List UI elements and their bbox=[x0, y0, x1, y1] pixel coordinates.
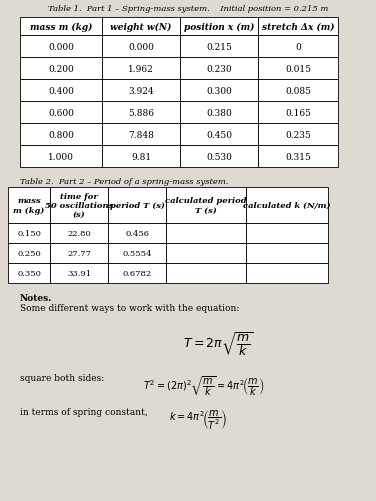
Text: 0: 0 bbox=[295, 43, 301, 52]
Bar bbox=[258, 146, 338, 168]
Text: 0.165: 0.165 bbox=[285, 108, 311, 117]
Text: 22.80: 22.80 bbox=[67, 229, 91, 237]
Text: 0.215: 0.215 bbox=[206, 43, 232, 52]
Bar bbox=[166, 243, 246, 264]
Text: $T = 2\pi\sqrt{\dfrac{m}{k}}$: $T = 2\pi\sqrt{\dfrac{m}{k}}$ bbox=[183, 329, 253, 357]
Text: 1.962: 1.962 bbox=[128, 64, 154, 73]
Text: in terms of spring constant,: in terms of spring constant, bbox=[20, 407, 148, 416]
Text: weight w(N): weight w(N) bbox=[110, 23, 172, 32]
Text: Table 1.  Part 1 – Spring-mass system.    Initial position = 0.215 m: Table 1. Part 1 – Spring-mass system. In… bbox=[48, 5, 328, 13]
Text: 0.235: 0.235 bbox=[285, 130, 311, 139]
Bar bbox=[102, 124, 180, 146]
Text: 0.800: 0.800 bbox=[48, 130, 74, 139]
Bar bbox=[258, 58, 338, 80]
Text: 0.200: 0.200 bbox=[48, 64, 74, 73]
Bar bbox=[8, 188, 50, 223]
Bar bbox=[258, 18, 338, 36]
Text: 3.924: 3.924 bbox=[128, 86, 154, 95]
Bar bbox=[108, 264, 166, 284]
Bar bbox=[246, 243, 328, 264]
Text: 0.450: 0.450 bbox=[206, 130, 232, 139]
Text: 0.250: 0.250 bbox=[17, 249, 41, 258]
Bar bbox=[258, 36, 338, 58]
Text: 1.000: 1.000 bbox=[48, 152, 74, 161]
Text: $k = 4\pi^2\!\left(\dfrac{m}{T^2}\right)$: $k = 4\pi^2\!\left(\dfrac{m}{T^2}\right)… bbox=[169, 407, 227, 430]
Bar bbox=[108, 188, 166, 223]
Bar bbox=[166, 264, 246, 284]
Bar bbox=[20, 58, 102, 80]
Text: 9.81: 9.81 bbox=[131, 152, 151, 161]
Bar bbox=[102, 146, 180, 168]
Bar bbox=[166, 223, 246, 243]
Text: square both sides:: square both sides: bbox=[20, 373, 104, 382]
Text: 0.000: 0.000 bbox=[128, 43, 154, 52]
Bar bbox=[246, 188, 328, 223]
Bar bbox=[180, 80, 258, 102]
Text: calculated period
T (s): calculated period T (s) bbox=[165, 197, 247, 214]
Text: calculated k (N/m): calculated k (N/m) bbox=[243, 201, 331, 209]
Bar bbox=[180, 146, 258, 168]
Text: Some different ways to work with the equation:: Some different ways to work with the equ… bbox=[20, 304, 240, 313]
Text: 0.015: 0.015 bbox=[285, 64, 311, 73]
Bar bbox=[246, 223, 328, 243]
Text: 0.380: 0.380 bbox=[206, 108, 232, 117]
Text: 0.530: 0.530 bbox=[206, 152, 232, 161]
Bar bbox=[108, 243, 166, 264]
Bar bbox=[180, 102, 258, 124]
Bar bbox=[102, 36, 180, 58]
Text: Notes.: Notes. bbox=[20, 294, 52, 303]
Bar bbox=[180, 36, 258, 58]
Bar bbox=[20, 36, 102, 58]
Bar bbox=[50, 188, 108, 223]
Bar bbox=[50, 243, 108, 264]
Text: 0.456: 0.456 bbox=[125, 229, 149, 237]
Text: 0.230: 0.230 bbox=[206, 64, 232, 73]
Text: mass
m (kg): mass m (kg) bbox=[13, 197, 45, 214]
Text: stretch Δx (m): stretch Δx (m) bbox=[262, 23, 334, 32]
Bar bbox=[180, 18, 258, 36]
Bar bbox=[20, 124, 102, 146]
Bar bbox=[180, 58, 258, 80]
Text: 0.400: 0.400 bbox=[48, 86, 74, 95]
Bar bbox=[50, 223, 108, 243]
Text: 5.886: 5.886 bbox=[128, 108, 154, 117]
Text: 33.91: 33.91 bbox=[67, 270, 91, 278]
Bar bbox=[166, 188, 246, 223]
Text: 0.6782: 0.6782 bbox=[123, 270, 152, 278]
Bar bbox=[8, 264, 50, 284]
Text: 0.5554: 0.5554 bbox=[122, 249, 152, 258]
Bar bbox=[246, 264, 328, 284]
Text: period T (s): period T (s) bbox=[109, 201, 165, 209]
Text: 27.77: 27.77 bbox=[67, 249, 91, 258]
Bar bbox=[20, 102, 102, 124]
Bar bbox=[108, 223, 166, 243]
Text: 7.848: 7.848 bbox=[128, 130, 154, 139]
Text: 0.350: 0.350 bbox=[17, 270, 41, 278]
Text: position x (m): position x (m) bbox=[184, 23, 254, 32]
Bar bbox=[50, 264, 108, 284]
Text: 0.150: 0.150 bbox=[17, 229, 41, 237]
Text: 0.000: 0.000 bbox=[48, 43, 74, 52]
Bar bbox=[102, 80, 180, 102]
Bar bbox=[102, 58, 180, 80]
Text: Table 2.  Part 2 – Period of a spring-mass system.: Table 2. Part 2 – Period of a spring-mas… bbox=[20, 178, 229, 186]
Text: time for
50 oscillations
(s): time for 50 oscillations (s) bbox=[45, 192, 113, 219]
Bar bbox=[20, 80, 102, 102]
Bar bbox=[258, 124, 338, 146]
Bar bbox=[180, 124, 258, 146]
Text: $T^2 = (2\pi)^2\sqrt{\dfrac{m}{k}} = 4\pi^2\!\left(\dfrac{m}{k}\right)$: $T^2 = (2\pi)^2\sqrt{\dfrac{m}{k}} = 4\p… bbox=[143, 373, 264, 397]
Bar bbox=[102, 102, 180, 124]
Bar bbox=[20, 146, 102, 168]
Text: 0.315: 0.315 bbox=[285, 152, 311, 161]
Text: mass m (kg): mass m (kg) bbox=[30, 23, 92, 32]
Text: 0.085: 0.085 bbox=[285, 86, 311, 95]
Bar bbox=[8, 223, 50, 243]
Bar bbox=[20, 18, 102, 36]
Text: 0.300: 0.300 bbox=[206, 86, 232, 95]
Bar bbox=[102, 18, 180, 36]
Bar bbox=[258, 80, 338, 102]
Text: 0.600: 0.600 bbox=[48, 108, 74, 117]
Bar bbox=[8, 243, 50, 264]
Bar bbox=[258, 102, 338, 124]
